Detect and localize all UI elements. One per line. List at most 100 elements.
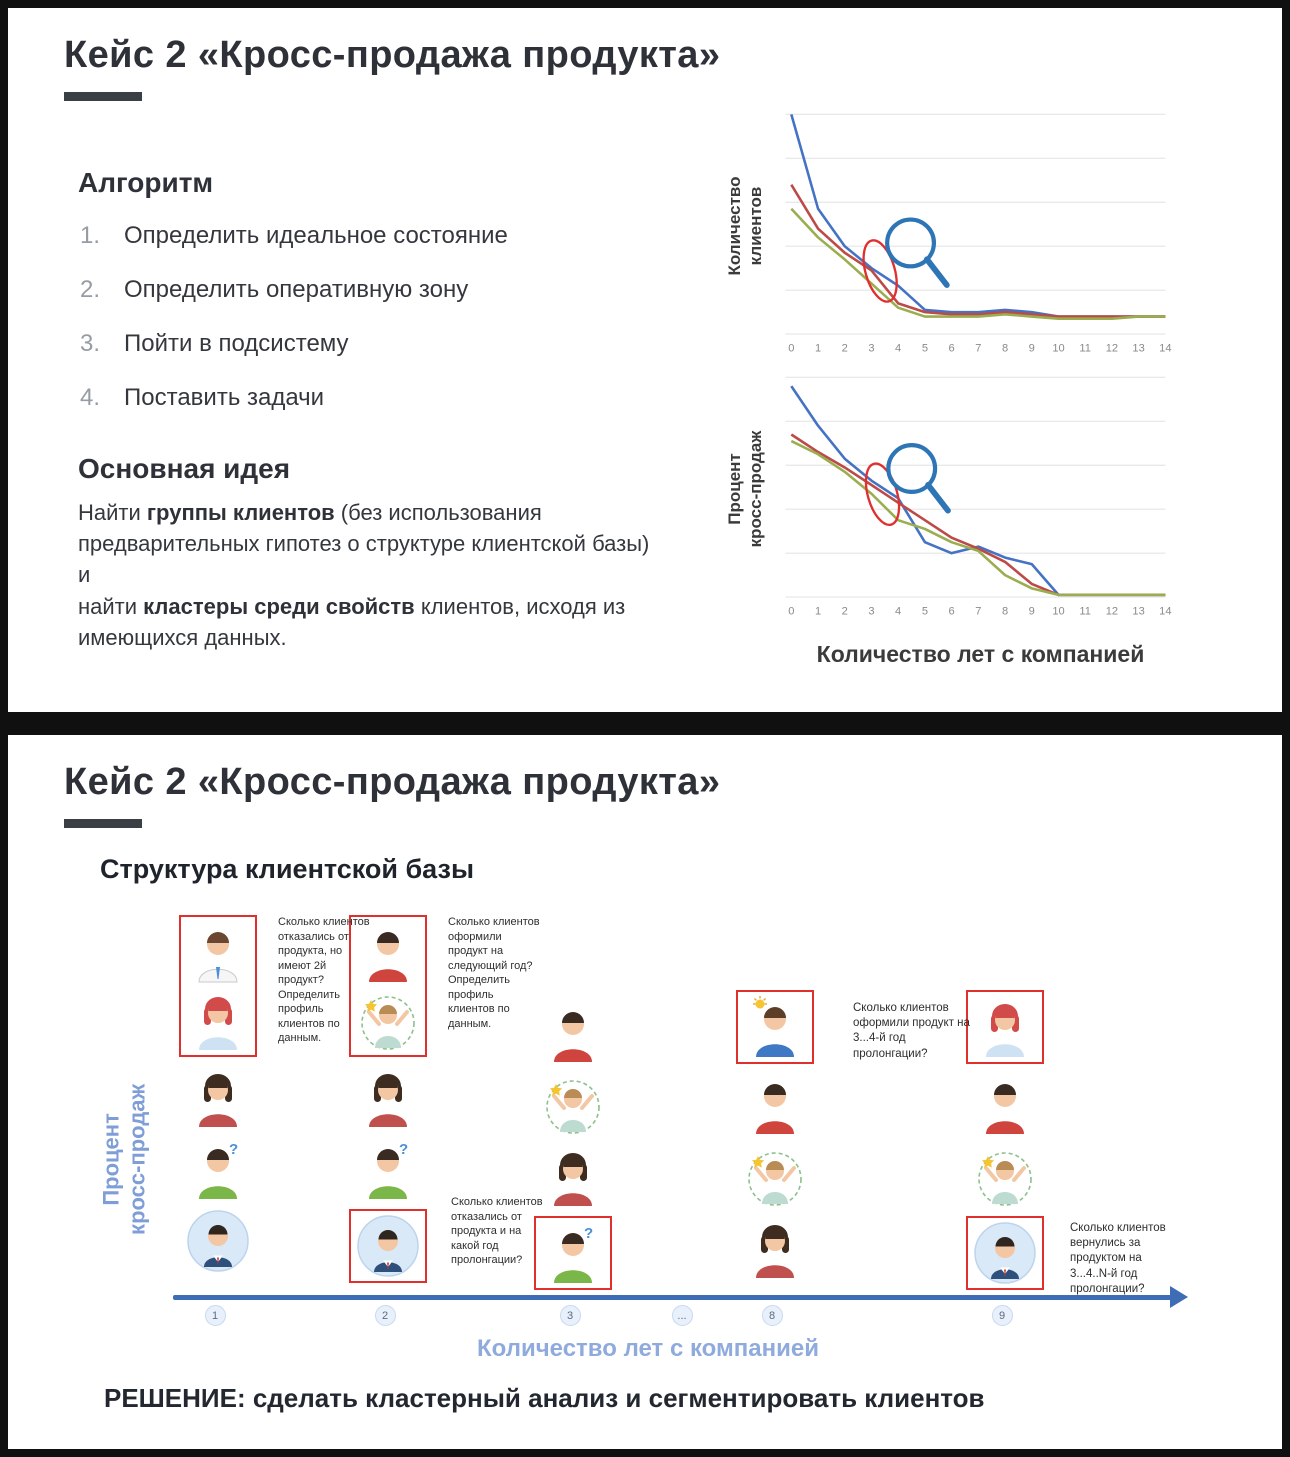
avatar-male-icon [356,1214,420,1278]
x-tick-label: 12 [1106,343,1118,355]
x-axis-line [173,1295,1173,1300]
svg-text:?: ? [584,1225,593,1242]
series-olive-line [790,207,1166,320]
avatar-male-icon [973,1221,1037,1285]
man-question-icon: ? [186,1137,250,1201]
star-person-svg [978,1152,1032,1206]
y-label-line: Процент [98,1113,124,1206]
person-cell [186,1065,250,1129]
annotation-note-5: Сколько клиентов вернулись за продуктом … [1070,1222,1166,1295]
x-tick-label: 11 [1079,606,1091,618]
solution-text: РЕШЕНИЕ: сделать кластерный анализ и сег… [104,1383,985,1413]
red-ellipse-annotation [864,462,901,527]
slide1-charts-column: Количество клиентов 0 1 2 3 4 5 6 7 8 9 10 11 12 13 14… [719,105,1184,668]
avatar-male-svg [357,1215,419,1277]
cross-sales-line-chart: 0 1 2 3 4 5 6 7 8 9 10 11 12 13 14 [785,376,1172,618]
person-cell [743,1072,807,1136]
person-cell: ? [356,1137,420,1201]
woman-dark-svg [756,1225,794,1278]
woman-dark-svg [369,1074,407,1127]
idea-text-part: найти [78,593,144,619]
series-red-line [790,184,1166,318]
y-label-line: кросс-продаж [746,430,765,548]
x-tick-label: 4 [895,606,901,618]
person-cell [973,1144,1037,1208]
idea-person-svg [753,996,794,1057]
x-tick-label: 13 [1132,606,1144,618]
magnifier-handle [923,256,950,288]
man-doctor-icon [186,920,250,984]
star-person-icon [356,988,420,1052]
slide-1: Кейс 2 «Кросс-продажа продукта» Алгоритм… [8,8,1282,712]
idea-paragraph: Найти группы клиентов (без использования… [78,497,663,653]
x-tick-label: 0 [788,606,794,618]
idea-bold-part: группы клиентов [146,500,335,525]
person-cell [541,1072,605,1136]
axis-tick-2: 2 [374,1305,396,1326]
woman-dark-svg [199,1074,237,1127]
y-axis-label: Процент кросс-продаж [99,1034,152,1284]
structure-subtitle: Структура клиентской базы [100,854,475,884]
x-tick-label: 6 [948,606,954,618]
star-person-icon [973,1144,1037,1208]
man-red-svg [554,1012,592,1062]
series-red-line [790,433,1166,597]
axis-tick-1: 1 [204,1305,226,1326]
slide1-title: Кейс 2 «Кросс-продажа продукта» [64,34,721,76]
annotation-note-1: Сколько клиентов отказались от продукта,… [278,916,370,1045]
algorithm-heading: Алгоритм [78,167,214,198]
title-underline [64,819,142,828]
man-red-svg [986,1084,1024,1134]
idea-person-icon [743,995,807,1059]
annotation-note-3: Сколько клиентов отказались от продукта … [451,1196,543,1267]
red-highlight-box [966,990,1044,1064]
x-tick-label: 8 [1002,343,1008,355]
algorithm-item: Поставить задачи [80,384,325,412]
y-label-line: кросс-продаж [125,1083,150,1235]
cross-sales-chart-y-label: Процент кросс-продаж [724,379,767,599]
x-tick-label: 13 [1132,343,1144,355]
man-red-svg [369,932,407,982]
series-blue-line [790,114,1166,318]
red-highlight-box [349,1209,427,1283]
man-question-svg: ? [554,1225,593,1283]
svg-text:?: ? [229,1141,238,1158]
man-question-icon: ? [541,1221,605,1285]
svg-text:?: ? [399,1141,408,1158]
woman-dark-icon [356,1065,420,1129]
algorithm-list: Определить идеальное состояние Определит… [78,209,719,425]
x-tick-label: 1 [815,343,821,355]
clients-chart-y-label: Количество клиентов [724,116,767,336]
x-tick-label: 2 [842,606,848,618]
man-question-icon: ? [356,1137,420,1201]
person-column-2: ? [349,915,427,1283]
magnifier-icon [885,217,937,269]
person-column-1: ? [179,915,257,1273]
x-tick-label: 4 [895,343,901,355]
red-highlight-box [966,1216,1044,1290]
idea-text-part: клиентов, исходя из имеющихся данных. [78,593,626,650]
algorithm-item: Определить оперативную зону [80,276,469,304]
woman-redhead-svg [199,997,237,1050]
slide1-text-column: Алгоритм Определить идеальное состояние … [64,105,719,668]
algorithm-item: Пойти в подсистему [80,330,349,358]
x-tick-label: 1 [815,606,821,618]
x-axis-arrowhead-icon [1170,1286,1188,1308]
cross-sales-chart-block: Процент кросс-продаж 0 1 2 3 4 5 6 7 8 9 10 11 12 13 1… [719,368,1184,631]
magnifier-icon [886,443,938,495]
axis-tick-8: 8 [761,1305,783,1326]
red-highlight-box [736,990,814,1064]
clients-chart-block: Количество клиентов 0 1 2 3 4 5 6 7 8 9 10 11 12 13 14 [719,105,1184,368]
idea-bold-part: кластеры среди свойств [143,593,415,619]
axis-tick-9: 9 [991,1305,1013,1326]
person-column-8 [736,990,814,1280]
y-label-line: Количество [724,176,744,276]
woman-redhead-icon [186,988,250,1052]
algorithm-item: Определить идеальное состояние [80,222,508,250]
x-tick-label: 10 [1052,606,1064,618]
x-tick-label: 8 [1002,606,1008,618]
x-tick-label: 11 [1079,343,1091,355]
avatar-male-svg [187,1210,249,1272]
idea-heading: Основная идея [78,453,291,484]
person-cell [743,1216,807,1280]
